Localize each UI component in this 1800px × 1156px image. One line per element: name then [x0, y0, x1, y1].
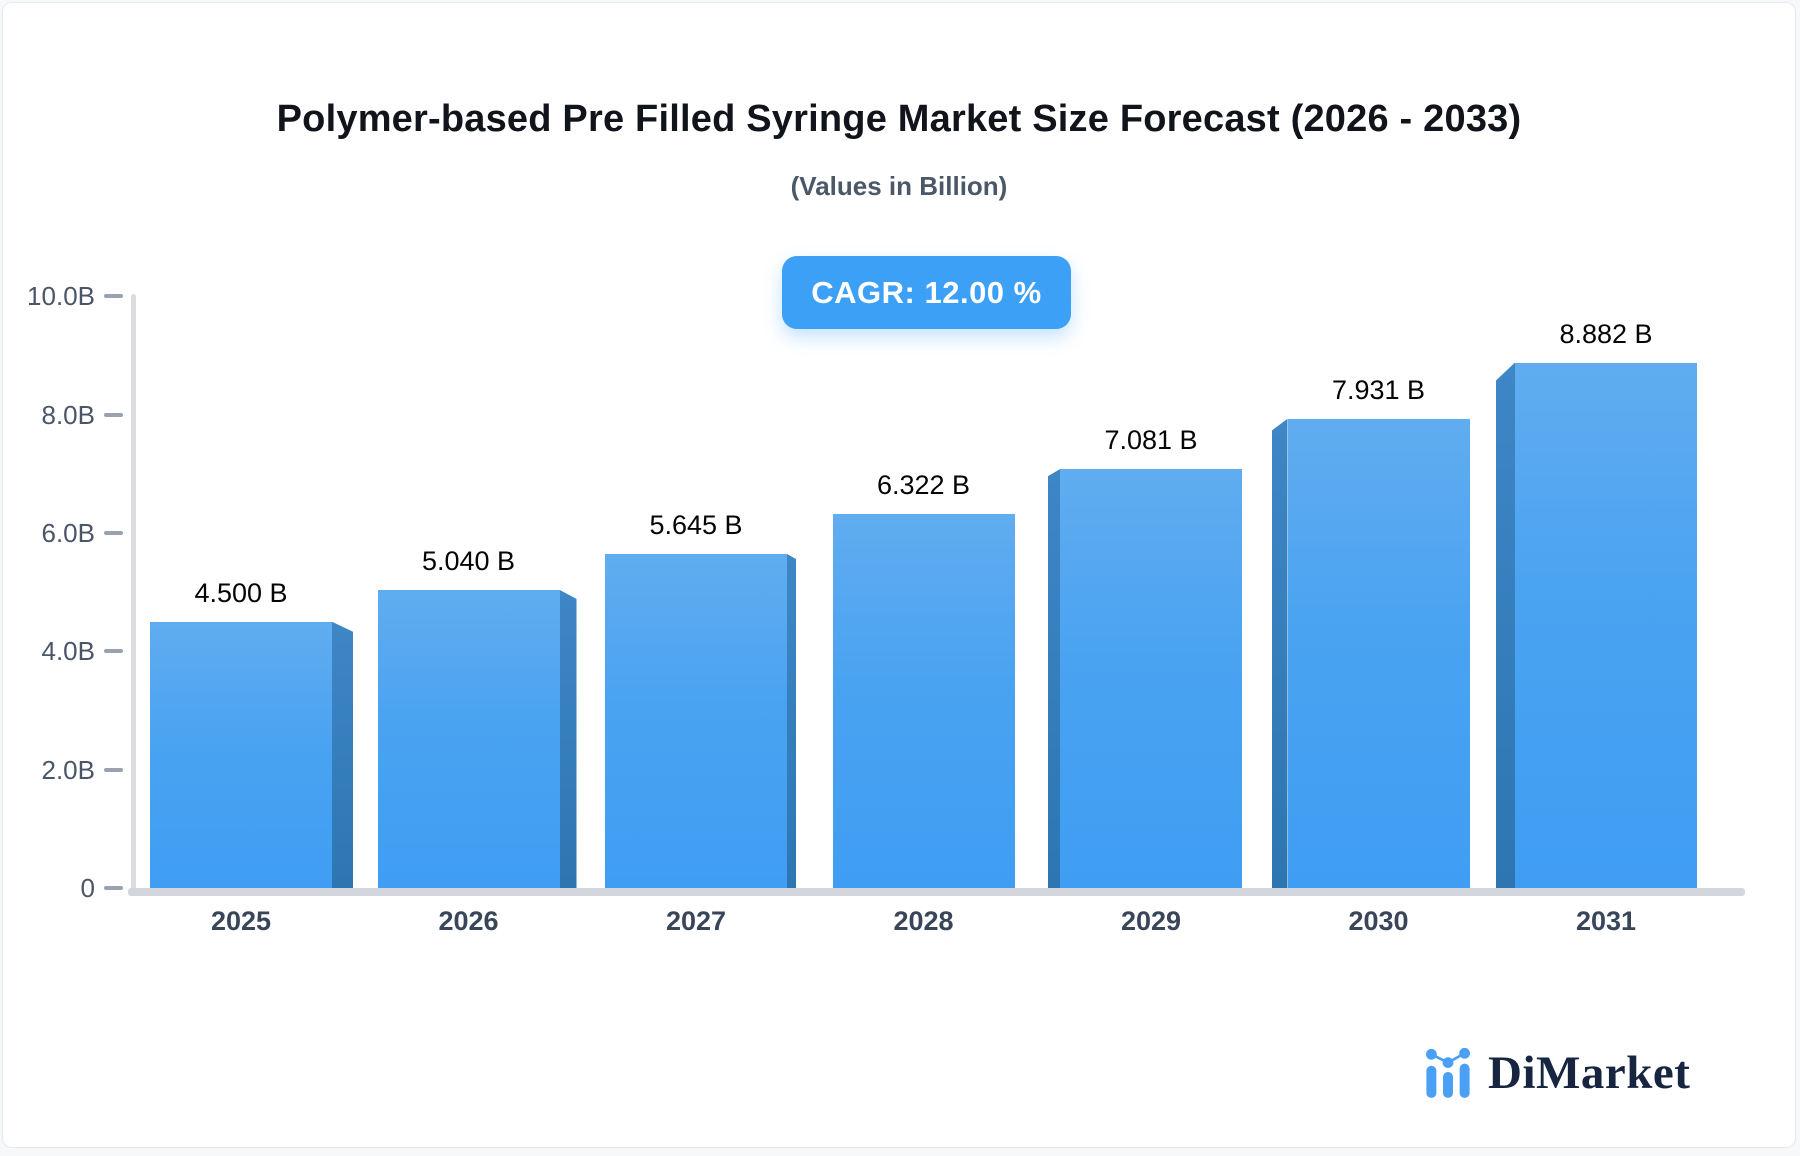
bar-2027 [605, 554, 787, 888]
y-tick-label: 4.0B [41, 636, 96, 667]
x-axis-label-2026: 2026 [438, 906, 499, 936]
y-tick-label: 2.0B [41, 754, 96, 785]
x-axis-label-2025: 2025 [210, 906, 272, 936]
bar-3d-side [1271, 418, 1288, 888]
cagr-badge-label: CAGR: 12.00 % [811, 274, 1042, 310]
bar-value-label: 7.081 B [1104, 425, 1198, 456]
y-tick-mark [104, 649, 123, 654]
x-axis-label-2031: 2031 [1575, 906, 1637, 936]
x-axis-label-2027: 2027 [665, 906, 727, 936]
bar-2025 [150, 621, 332, 888]
bar-2028 [832, 513, 1015, 888]
bar-3d-side [332, 621, 353, 888]
bar-3d-side [787, 554, 796, 888]
x-axis-label-2028: 2028 [893, 906, 954, 936]
y-tick-label: 8.0B [41, 399, 96, 430]
dimarket-logo: DiMarket [1423, 1045, 1690, 1101]
y-axis-line [131, 294, 136, 896]
y-tick-mark [104, 412, 123, 417]
x-axis-label-2030: 2030 [1348, 906, 1409, 936]
mini-bar-chart-trend-icon [1423, 1046, 1473, 1100]
chart-title: Polymer-based Pre Filled Syringe Market … [276, 98, 1522, 140]
bar-value-label: 8.882 B [1559, 318, 1653, 349]
y-tick-label: 6.0B [41, 518, 96, 549]
bar-chart-plot-area: 0 2.0B 4.0B 6.0B 8.0B 10.0B 4.500 B 2025 5.040 B… [3, 3, 1795, 1147]
bar-3d-side [559, 589, 577, 888]
y-tick-mark [104, 531, 123, 536]
bar-value-label: 7.931 B [1331, 374, 1426, 405]
bar-3d-side [1496, 362, 1515, 888]
bar-2030 [1287, 418, 1470, 888]
bar-value-label: 4.500 B [194, 577, 288, 608]
y-tick-label: 10.0B [27, 281, 95, 312]
bar-2031 [1515, 362, 1697, 888]
cagr-badge: CAGR: 12.00 % [782, 256, 1071, 329]
y-tick-mark [104, 294, 123, 299]
y-tick-mark [104, 767, 123, 772]
bar-2026 [377, 589, 560, 888]
y-tick-mark [104, 886, 123, 890]
x-axis-baseline [128, 888, 1745, 896]
x-axis-label-2029: 2029 [1120, 906, 1182, 936]
bar-2029 [1060, 469, 1242, 888]
y-tick-label: 0 [80, 873, 95, 903]
bar-value-label: 5.645 B [649, 510, 743, 541]
bar-value-label: 6.322 B [876, 469, 971, 500]
logo-text: DiMarket [1488, 1047, 1691, 1099]
bar-3d-side [1048, 469, 1060, 888]
bar-value-label: 5.040 B [421, 545, 516, 576]
chart-subtitle: (Values in Billion) [790, 171, 1008, 201]
